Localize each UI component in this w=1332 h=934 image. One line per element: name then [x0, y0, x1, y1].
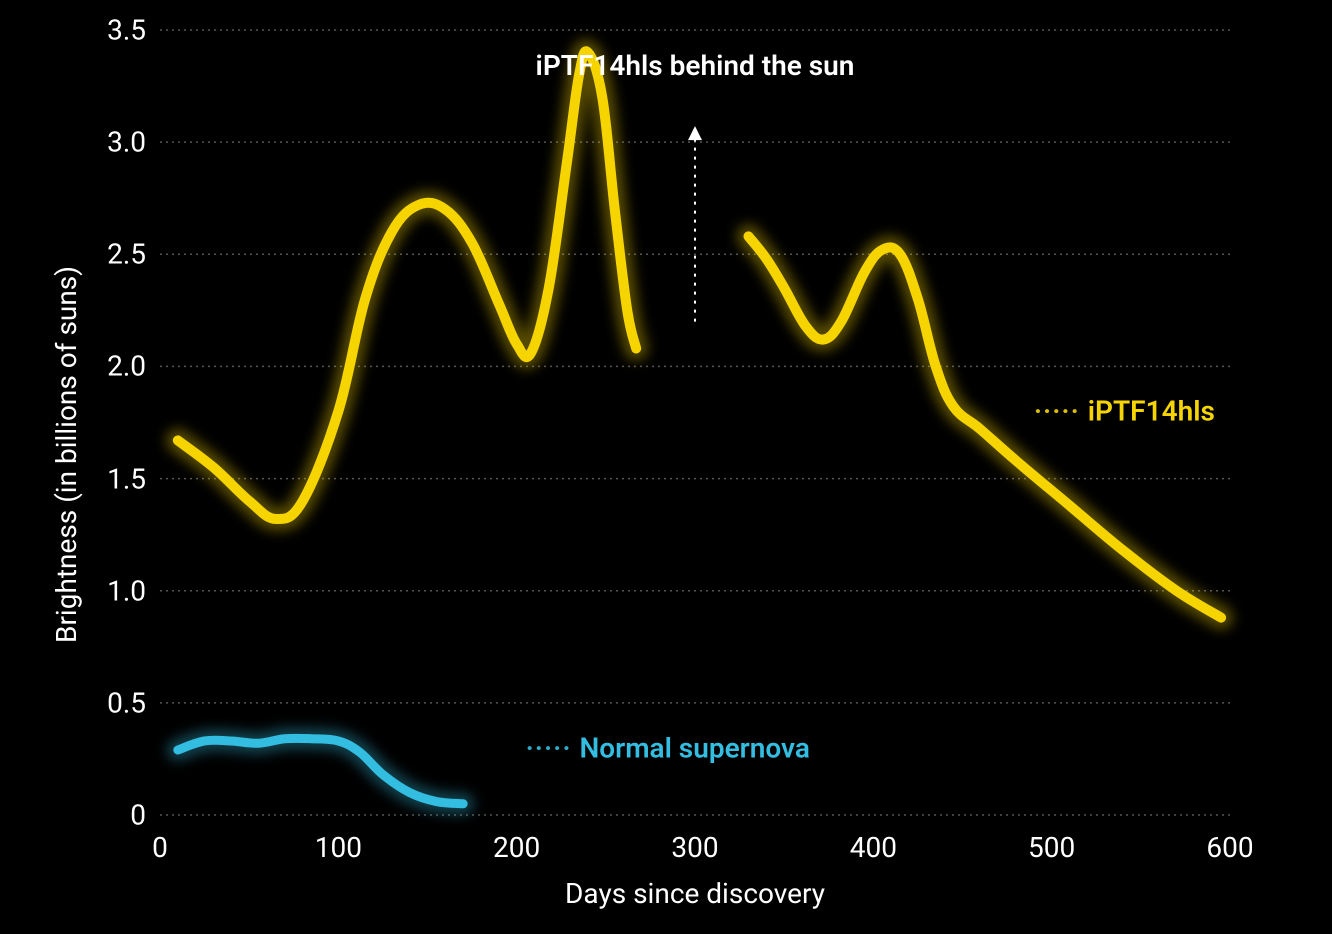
- y-tick-label: 0.5: [107, 686, 146, 719]
- y-axis-label: Brightness (in billions of suns): [50, 266, 83, 643]
- y-tick-label: 2.5: [107, 238, 146, 271]
- chart-plot-area: [0, 0, 1332, 934]
- y-tick-label: 1.5: [107, 462, 146, 495]
- x-tick-label: 100: [315, 831, 362, 864]
- x-tick-label: 400: [850, 831, 897, 864]
- series-label-normal-supernova: ····· Normal supernova: [526, 731, 810, 764]
- x-axis-label: Days since discovery: [565, 877, 825, 910]
- series-label-iptf14hls: ····· iPTF14hls: [1034, 395, 1215, 428]
- dotted-leader-icon: ·····: [1034, 395, 1088, 428]
- y-tick-label: 3.5: [107, 14, 146, 47]
- y-tick-label: 1.0: [107, 574, 146, 607]
- x-tick-label: 0: [152, 831, 168, 864]
- dotted-leader-icon: ·····: [526, 731, 580, 764]
- y-tick-label: 2.0: [107, 350, 146, 383]
- supernova-brightness-chart: Brightness (in billions of suns) Days si…: [0, 0, 1332, 934]
- x-tick-label: 600: [1206, 831, 1253, 864]
- y-tick-label: 0: [130, 799, 146, 832]
- x-tick-label: 300: [671, 831, 718, 864]
- y-tick-label: 3.0: [107, 126, 146, 159]
- annotation-behind-sun: iPTF14hls behind the sun: [536, 49, 855, 82]
- x-tick-label: 500: [1028, 831, 1075, 864]
- x-tick-label: 200: [493, 831, 540, 864]
